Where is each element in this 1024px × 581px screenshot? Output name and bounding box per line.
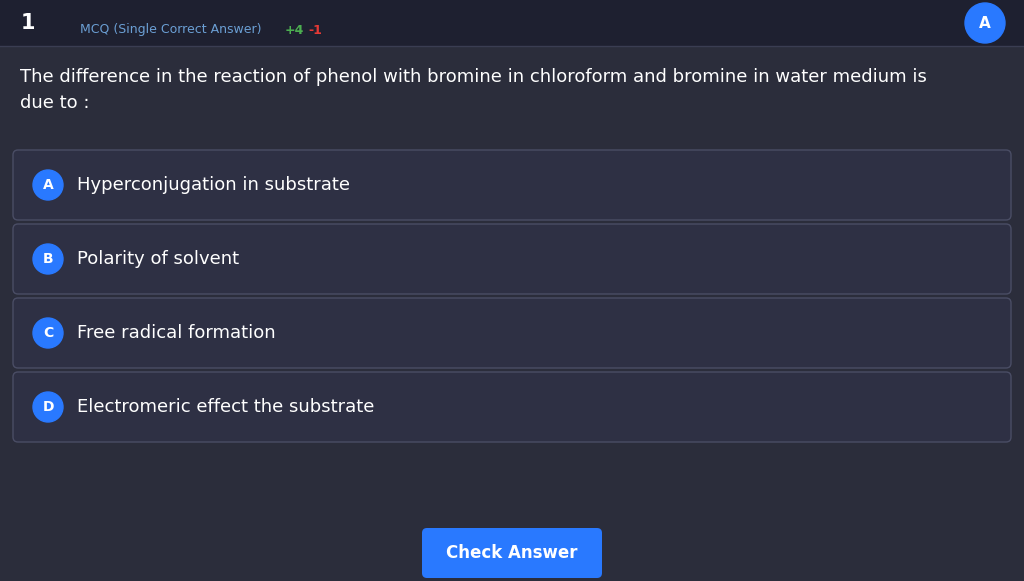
Text: +4: +4 [285,23,304,37]
Circle shape [33,392,63,422]
Text: Polarity of solvent: Polarity of solvent [77,250,240,268]
Text: B: B [43,252,53,266]
Text: Electromeric effect the substrate: Electromeric effect the substrate [77,398,375,416]
Text: -1: -1 [308,23,322,37]
Circle shape [33,170,63,200]
Text: A: A [43,178,53,192]
Text: The difference in the reaction of phenol with bromine in chloroform and bromine : The difference in the reaction of phenol… [20,68,927,86]
Text: A: A [979,16,991,30]
Text: due to :: due to : [20,94,89,112]
FancyBboxPatch shape [13,372,1011,442]
FancyBboxPatch shape [13,298,1011,368]
Circle shape [33,244,63,274]
Text: Free radical formation: Free radical formation [77,324,275,342]
Circle shape [965,3,1005,43]
FancyBboxPatch shape [422,528,602,578]
FancyBboxPatch shape [13,224,1011,294]
FancyBboxPatch shape [0,0,1024,46]
FancyBboxPatch shape [13,150,1011,220]
Text: Hyperconjugation in substrate: Hyperconjugation in substrate [77,176,350,194]
Text: C: C [43,326,53,340]
Text: Check Answer: Check Answer [446,544,578,562]
Circle shape [33,318,63,348]
Text: MCQ (Single Correct Answer): MCQ (Single Correct Answer) [80,23,261,37]
Text: D: D [42,400,53,414]
Text: 1: 1 [20,13,35,33]
